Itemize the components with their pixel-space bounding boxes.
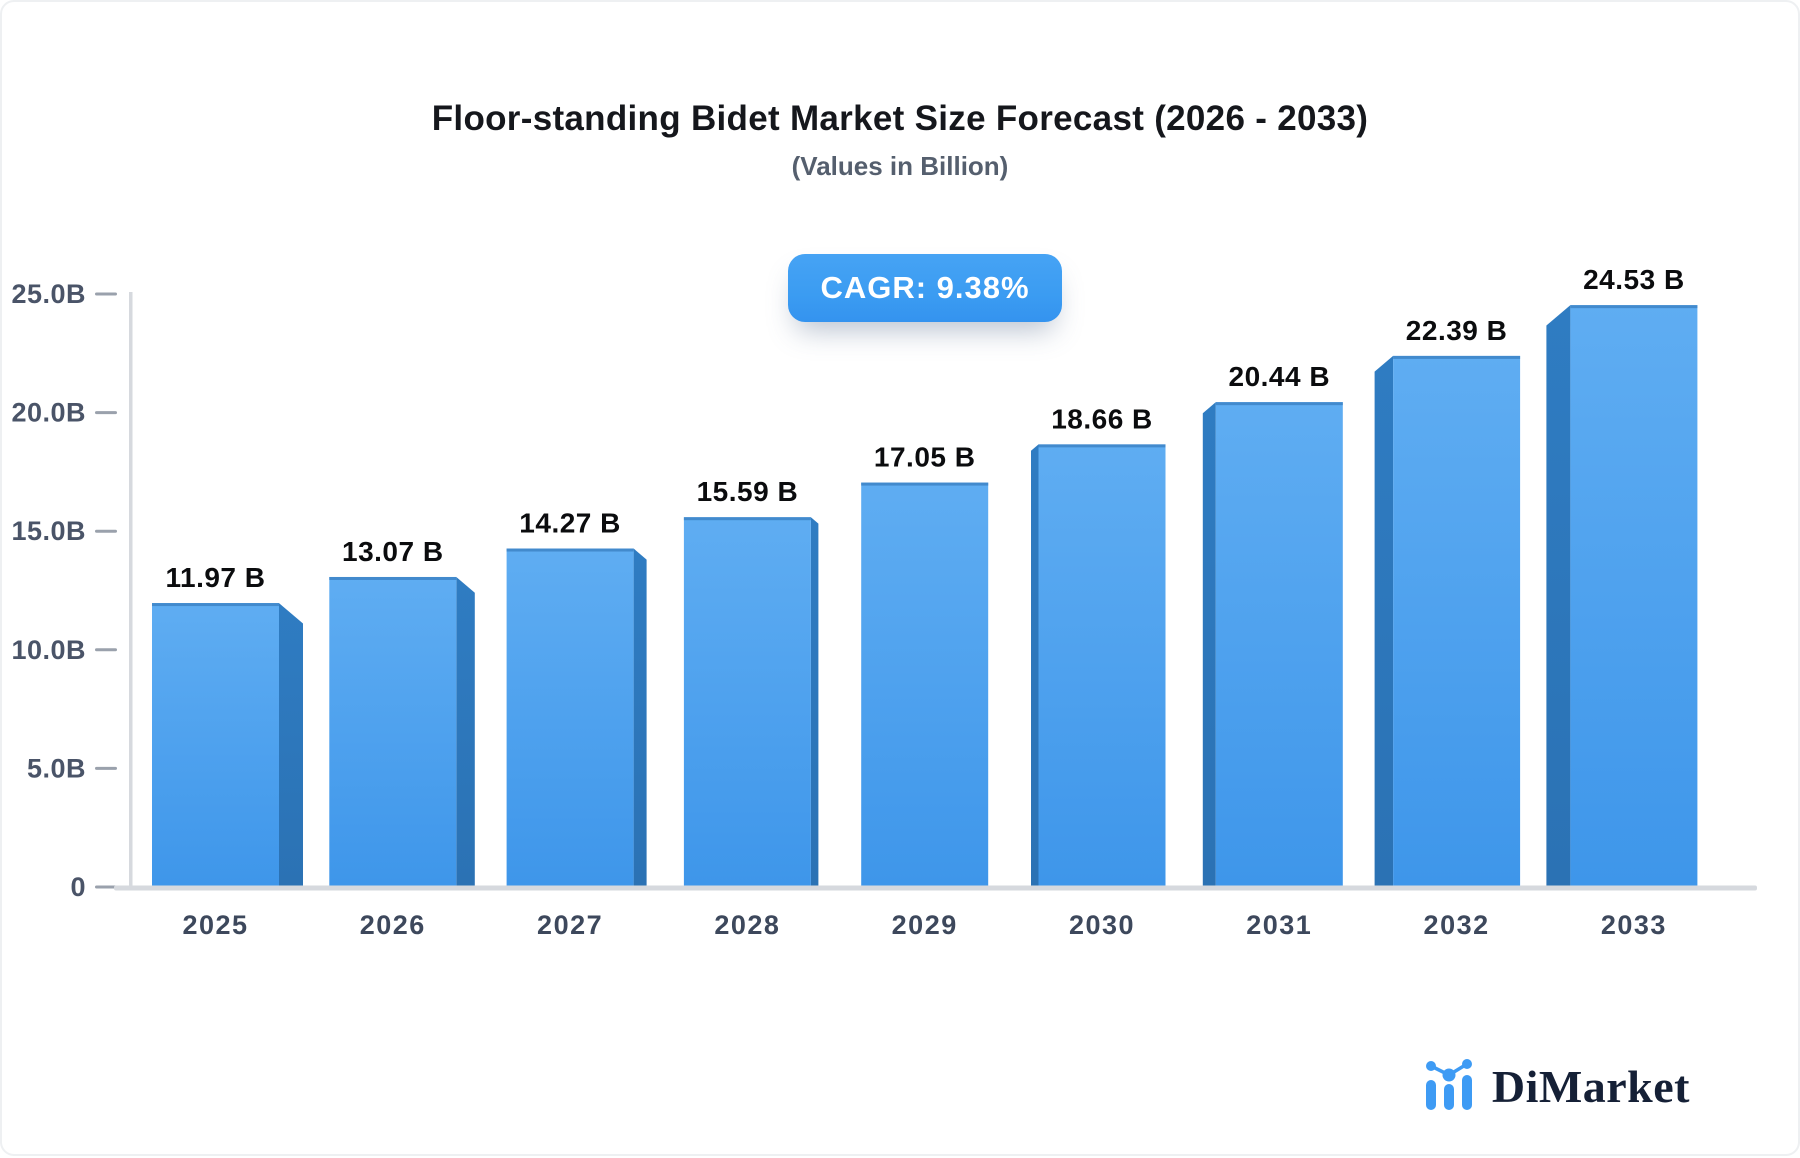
bar-2033 [1570, 305, 1698, 887]
y-axis-tick [95, 885, 117, 889]
y-axis-label: 15.0B [11, 516, 86, 546]
y-axis-tick [95, 292, 117, 296]
bar-top-edge [1215, 402, 1343, 406]
bar-side-2028 [810, 517, 819, 887]
bar-top-edge [1038, 444, 1166, 448]
cagr-badge: CAGR: 9.38% [788, 254, 1062, 322]
bar-side-2030 [1031, 444, 1039, 887]
bar-side-2031 [1202, 402, 1216, 887]
bar-side-2033 [1546, 305, 1571, 887]
y-axis-label: 0 [70, 872, 86, 902]
bar-2030 [1038, 444, 1166, 887]
bar-2029 [861, 482, 989, 887]
bar-value-label-2028: 15.59 B [697, 476, 799, 507]
bar-top-edge [861, 482, 989, 486]
bar-2026 [329, 576, 457, 887]
mini-bar-line-chart-icon [1425, 1059, 1472, 1110]
y-axis-label: 20.0B [11, 398, 86, 428]
x-axis-line [114, 885, 1757, 891]
x-axis-label-2031: 2031 [1246, 910, 1312, 940]
x-axis-label-2026: 2026 [360, 910, 426, 940]
bar-top-edge [329, 576, 457, 580]
bar-value-label-2033: 24.53 B [1583, 264, 1685, 295]
bar-value-label-2032: 22.39 B [1406, 315, 1508, 346]
bar-side-2032 [1374, 355, 1394, 888]
bar-value-label-2029: 17.05 B [874, 442, 976, 473]
y-axis-tick [95, 766, 117, 770]
brand-name: DiMarket [1491, 1060, 1690, 1112]
bar-value-label-2030: 18.66 B [1051, 403, 1153, 434]
bar-top-edge [152, 603, 279, 607]
y-axis-tick [95, 529, 117, 533]
y-axis-label: 10.0B [11, 635, 86, 665]
bar-2031 [1215, 402, 1343, 887]
bar-top-edge [506, 548, 634, 552]
page-title: Floor-standing Bidet Market Size Forecas… [431, 99, 1369, 138]
x-axis-label-2029: 2029 [892, 910, 958, 940]
cagr-badge-label: CAGR: 9.38% [820, 270, 1030, 305]
x-axis-label-2032: 2032 [1424, 910, 1490, 940]
bar-2032 [1393, 355, 1521, 888]
bar-side-2026 [456, 576, 475, 887]
y-axis-line [129, 292, 133, 887]
bar-top-edge [1393, 355, 1521, 359]
page-subtitle: (Values in Billion) [791, 151, 1009, 181]
bar-top-edge [1570, 305, 1698, 309]
bar-2028 [683, 517, 811, 887]
bar-side-2025 [279, 603, 303, 887]
y-axis-tick [95, 648, 117, 652]
x-axis-label-2028: 2028 [714, 910, 780, 940]
y-axis-label: 5.0B [27, 753, 86, 783]
bar-value-label-2027: 14.27 B [519, 508, 621, 539]
bar-value-label-2031: 20.44 B [1229, 361, 1331, 392]
x-axis-label-2033: 2033 [1601, 910, 1667, 940]
bar-value-label-2025: 11.97 B [165, 562, 265, 593]
x-axis-label-2025: 2025 [182, 910, 248, 940]
bar-side-2027 [633, 548, 647, 887]
y-axis-label: 25.0B [11, 279, 86, 309]
dimarket-logo: DiMarket [1420, 1058, 1690, 1114]
bar-2027 [506, 548, 634, 887]
y-axis-tick [95, 411, 117, 415]
x-axis-label-2030: 2030 [1069, 910, 1135, 940]
bar-2025 [152, 603, 279, 887]
x-axis-label-2027: 2027 [537, 910, 603, 940]
bar-top-edge [683, 517, 811, 521]
bar-value-label-2026: 13.07 B [342, 536, 444, 567]
